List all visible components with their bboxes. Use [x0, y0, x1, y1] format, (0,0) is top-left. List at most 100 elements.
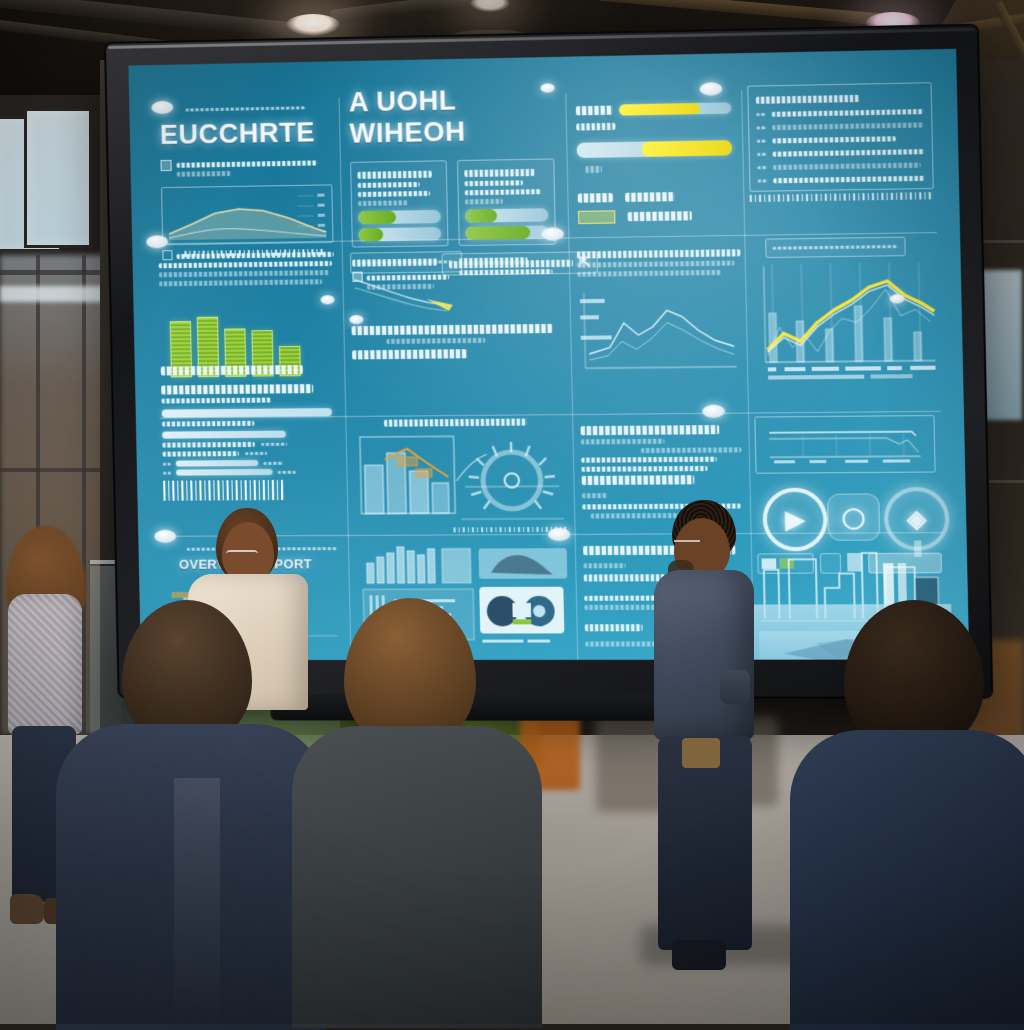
- list-line: [162, 442, 255, 448]
- search-input[interactable]: [449, 259, 573, 268]
- metric-label: [585, 166, 602, 173]
- card-line: [465, 180, 523, 186]
- top: [790, 730, 1024, 1030]
- body-line: [581, 457, 717, 463]
- body-line: [582, 475, 695, 485]
- list-line: [161, 398, 271, 404]
- header-line: [159, 270, 329, 277]
- panel-header-tag: [185, 106, 306, 111]
- card-line: [358, 182, 420, 188]
- legend-value: [628, 211, 692, 221]
- card-right[interactable]: [457, 158, 556, 246]
- table-row: [772, 122, 924, 130]
- caption-line: [352, 324, 554, 335]
- metric-label: [576, 123, 615, 131]
- legend-value: [625, 192, 675, 202]
- progress-fill: [619, 103, 700, 116]
- ceiling-spotlight: [286, 14, 340, 36]
- record-icon: ◯: [842, 504, 866, 530]
- glasses: [674, 540, 700, 549]
- header-line: [577, 270, 721, 277]
- progress-fill: [642, 140, 733, 157]
- legend-key: [578, 193, 613, 203]
- trousers: [658, 736, 752, 950]
- body-line: [583, 563, 625, 568]
- body-line: [581, 439, 665, 445]
- upload-icon: ◈: [907, 504, 927, 534]
- panel-gear-diagram[interactable]: [353, 414, 572, 535]
- progress-fill: [465, 209, 497, 223]
- metric-row[interactable]: [577, 140, 733, 158]
- window-pane: [24, 108, 92, 248]
- connector-lines: [350, 274, 504, 322]
- body-line: [641, 447, 741, 453]
- window-mullion: [0, 468, 112, 472]
- foreground-attendee-3: [790, 600, 1024, 1030]
- table-row: [772, 109, 924, 117]
- data-table[interactable]: [747, 82, 934, 192]
- list-bar[interactable]: [176, 460, 259, 467]
- card-line: [358, 191, 431, 197]
- body-line: [582, 493, 608, 498]
- list-bar[interactable]: [162, 408, 332, 418]
- search-field[interactable]: ⇱: [442, 251, 598, 279]
- sparkline-card[interactable]: [754, 415, 935, 474]
- chart-legend-box: [765, 237, 906, 258]
- panel-subtitle-line: [177, 160, 318, 167]
- area-chart-svg: [162, 185, 332, 244]
- list-line: [163, 451, 239, 457]
- filter-label: [357, 260, 455, 264]
- progress-bar[interactable]: [359, 227, 442, 241]
- play-icon: ▶: [785, 505, 805, 535]
- body-line: [581, 466, 707, 472]
- panel-metrics-yellow[interactable]: [576, 102, 734, 235]
- shoe: [672, 940, 726, 970]
- connector-node[interactable]: [699, 82, 722, 96]
- card-line: [464, 169, 535, 177]
- table-row: [772, 136, 896, 143]
- list-bar[interactable]: [176, 469, 273, 476]
- list-line: [162, 421, 254, 427]
- list-bar[interactable]: [162, 431, 286, 439]
- panel-linechart-center[interactable]: [577, 245, 744, 400]
- progress-bar[interactable]: [466, 225, 549, 239]
- window-light-strip: [0, 286, 112, 302]
- card-left[interactable]: [350, 160, 448, 247]
- jacket-lapel: [174, 778, 220, 1030]
- table-row: [773, 162, 921, 170]
- progress-bar[interactable]: [358, 210, 441, 224]
- sweater: [292, 726, 542, 1028]
- panel-trend-yellow[interactable]: [751, 236, 943, 402]
- area-chart[interactable]: [161, 184, 334, 245]
- legend-line: [773, 245, 899, 250]
- panel-table-top-right[interactable]: [747, 82, 934, 226]
- metric-row[interactable]: [576, 102, 731, 116]
- progress-bar[interactable]: [619, 102, 731, 115]
- card-line: [357, 171, 431, 179]
- panel-sparkline-right[interactable]: [754, 415, 936, 480]
- progress-bar[interactable]: [465, 208, 548, 222]
- connector-node[interactable]: [702, 405, 725, 418]
- panel-title: EUCCHRTE: [160, 117, 332, 151]
- header-line: [159, 279, 322, 286]
- hand-in-pocket: [682, 738, 720, 768]
- header-line: [577, 249, 741, 258]
- trend-chart-svg[interactable]: [751, 258, 942, 385]
- gear-diagram-svg[interactable]: [354, 429, 573, 528]
- legend-row: [578, 191, 733, 203]
- card-line: [358, 200, 408, 206]
- line-chart-svg[interactable]: [578, 281, 744, 381]
- list-header: [161, 365, 303, 375]
- panel-eucchrte[interactable]: EUCCHRTE: [159, 102, 333, 237]
- attendee-center: [648, 500, 768, 970]
- progress-fill: [466, 226, 531, 240]
- card-line: [465, 189, 541, 195]
- panel-a-uohl-wiheoh[interactable]: A UOHL WIHEOH: [348, 83, 555, 238]
- panel-green-bars[interactable]: [158, 249, 341, 532]
- section-heading: [581, 425, 720, 435]
- legend-swatch: [578, 210, 615, 224]
- progress-bar[interactable]: [577, 140, 733, 158]
- foreground-attendee-2: [292, 598, 542, 1028]
- legend-row: [578, 208, 733, 224]
- list-line: [161, 384, 314, 394]
